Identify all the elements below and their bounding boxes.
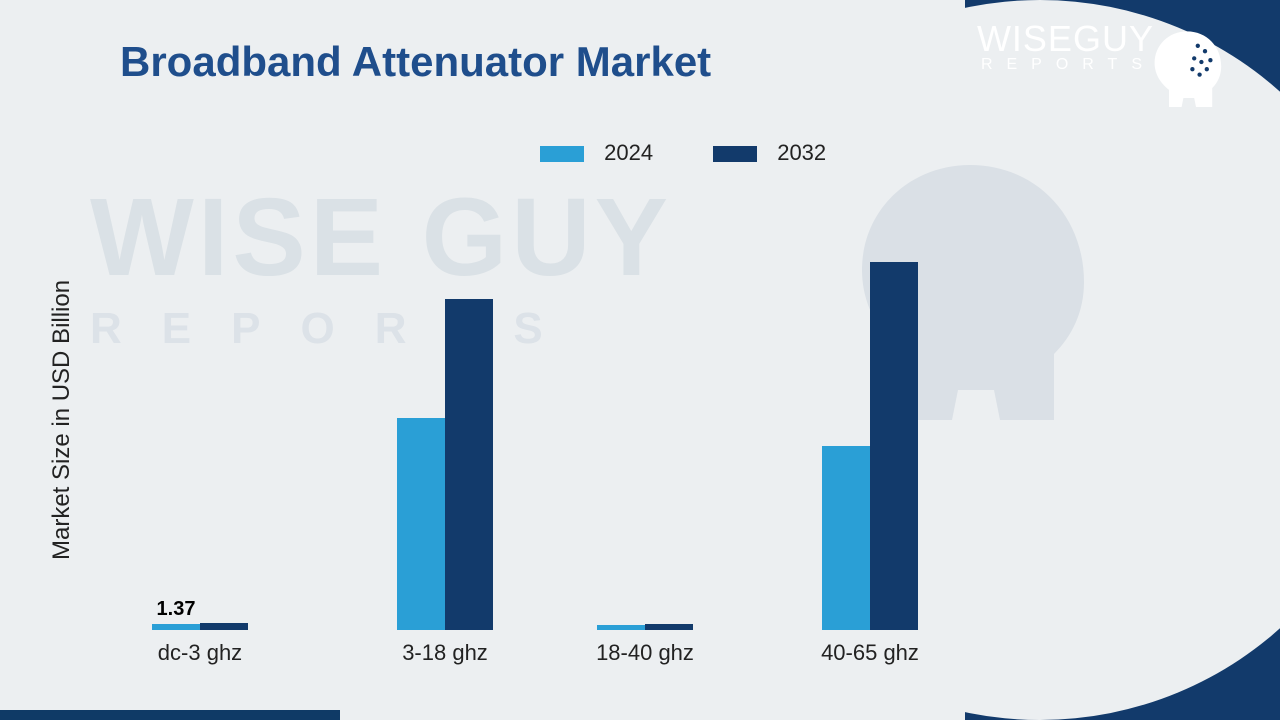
x-axis-label: 18-40 ghz [596,640,694,666]
bar [645,624,693,630]
bar [152,624,200,630]
chart-title: Broadband Attenuator Market [120,38,711,86]
bar [445,299,493,630]
x-axis-label: 3-18 ghz [402,640,488,666]
x-axis-label: dc-3 ghz [158,640,242,666]
bar [597,625,645,630]
brand-logo: WISEGUY REPORTS [977,18,1252,74]
bar [200,623,248,630]
legend: 2024 2032 [540,140,826,166]
bar-group [152,623,248,630]
bar-group [822,262,918,630]
bottom-accent-bar [0,710,340,720]
legend-item-2032: 2032 [713,140,826,166]
bar-value-label: 1.37 [157,598,196,621]
legend-label-2024: 2024 [604,140,653,165]
bar [822,446,870,630]
chart-stage: WISE GUY REPORTS WISEGUY REPORTS Broadba… [0,0,1280,720]
brand-word-wise: WISE [977,18,1073,59]
legend-swatch-2032 [713,146,757,162]
legend-item-2024: 2024 [540,140,653,166]
bar [397,418,445,630]
brand-line2: REPORTS [981,56,1156,74]
x-axis-label: 40-65 ghz [821,640,919,666]
brand-line1: WISEGUY [977,18,1154,59]
y-axis-label: Market Size in USD Billion [48,280,76,560]
legend-swatch-2024 [540,146,584,162]
bar [870,262,918,630]
legend-label-2032: 2032 [777,140,826,165]
plot-area: dc-3 ghz3-18 ghz18-40 ghz40-65 ghz1.37 [100,170,930,630]
bar-group [397,299,493,630]
brand-word-guy: GUY [1073,18,1154,59]
bar-group [597,624,693,630]
